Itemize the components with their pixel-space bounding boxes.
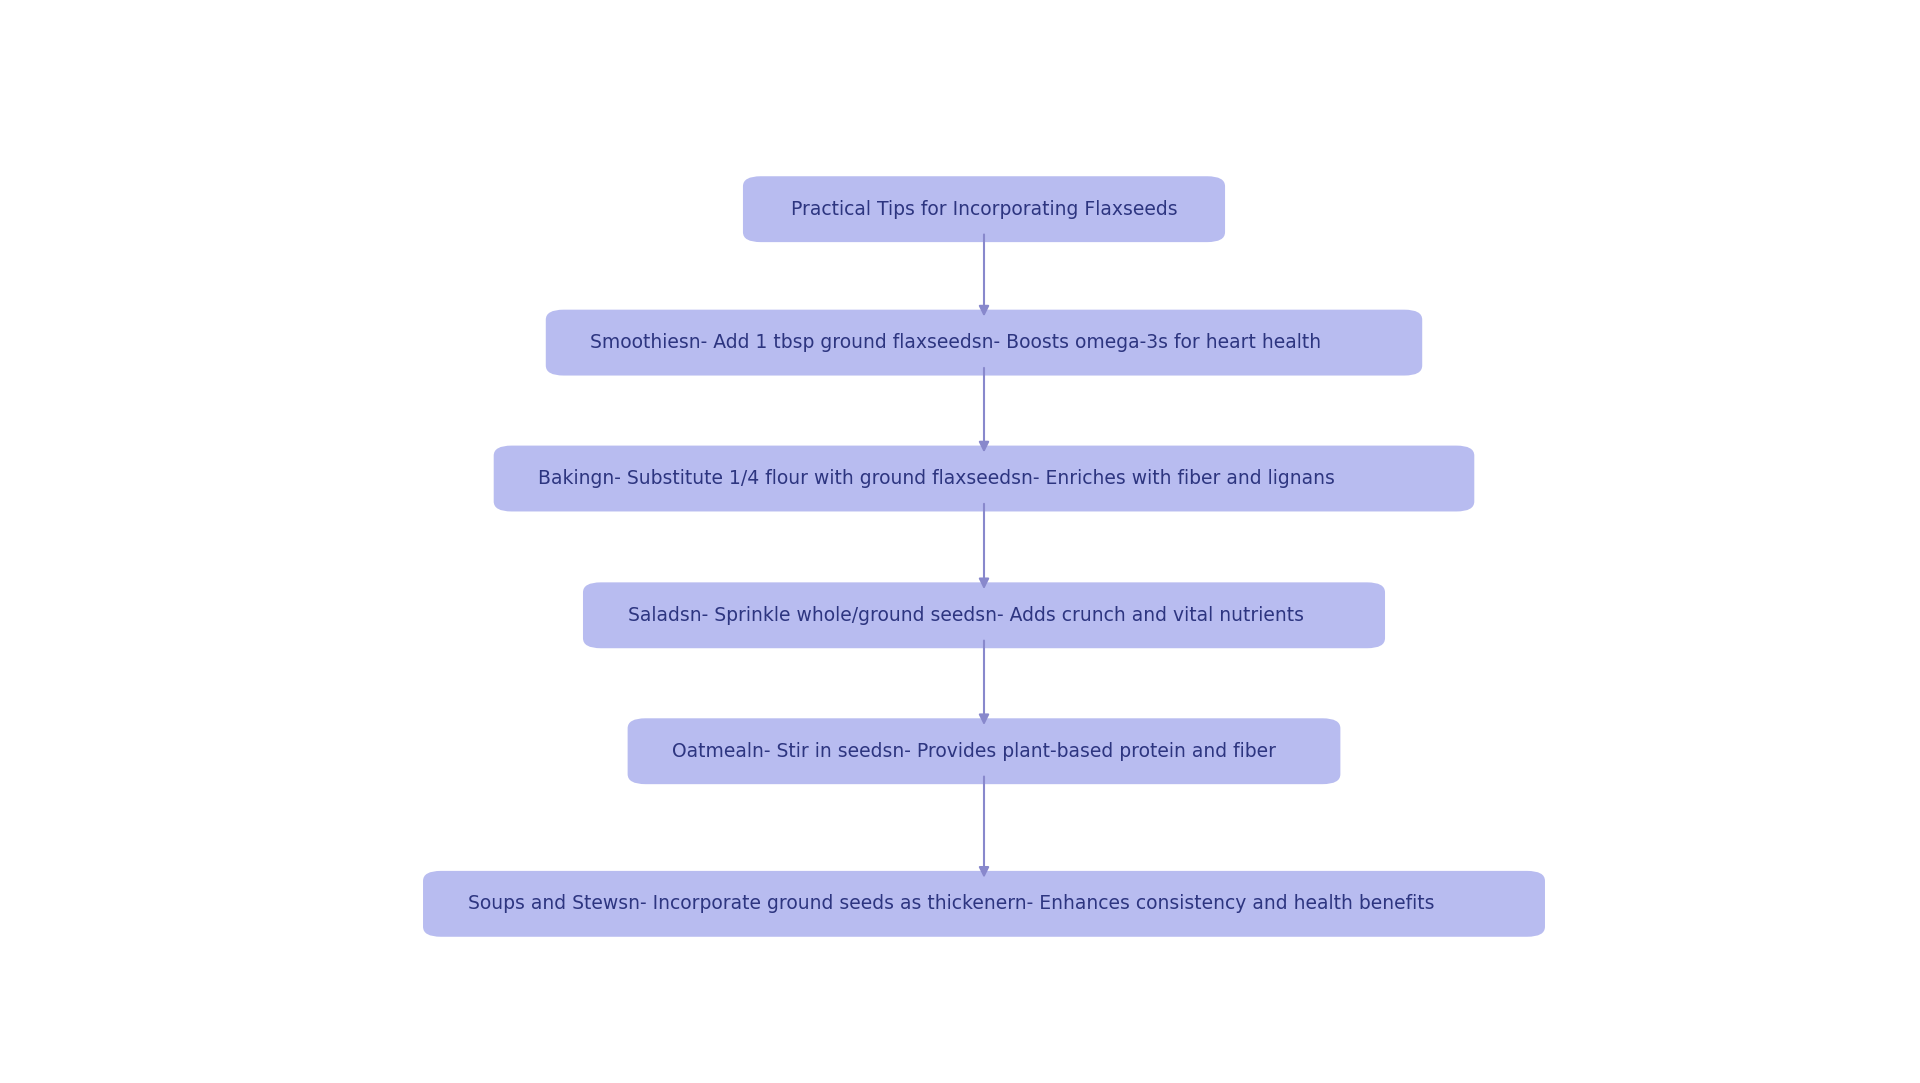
Text: Practical Tips for Incorporating Flaxseeds: Practical Tips for Incorporating Flaxsee… [791,199,1177,219]
FancyBboxPatch shape [584,583,1384,649]
Text: Bakingn- Substitute 1/4 flour with ground flaxseedsn- Enriches with fiber and li: Bakingn- Substitute 1/4 flour with groun… [538,469,1334,488]
FancyBboxPatch shape [545,310,1423,376]
Text: Saladsn- Sprinkle whole/ground seedsn- Adds crunch and vital nutrients: Saladsn- Sprinkle whole/ground seedsn- A… [628,605,1304,625]
FancyBboxPatch shape [422,871,1546,937]
FancyBboxPatch shape [628,718,1340,784]
Text: Oatmealn- Stir in seedsn- Provides plant-based protein and fiber: Oatmealn- Stir in seedsn- Provides plant… [672,742,1277,760]
FancyBboxPatch shape [493,445,1475,511]
FancyBboxPatch shape [743,177,1225,243]
Text: Smoothiesn- Add 1 tbsp ground flaxseedsn- Boosts omega-3s for heart health: Smoothiesn- Add 1 tbsp ground flaxseedsn… [591,334,1321,352]
Text: Soups and Stewsn- Incorporate ground seeds as thickenern- Enhances consistency a: Soups and Stewsn- Incorporate ground see… [468,895,1434,913]
